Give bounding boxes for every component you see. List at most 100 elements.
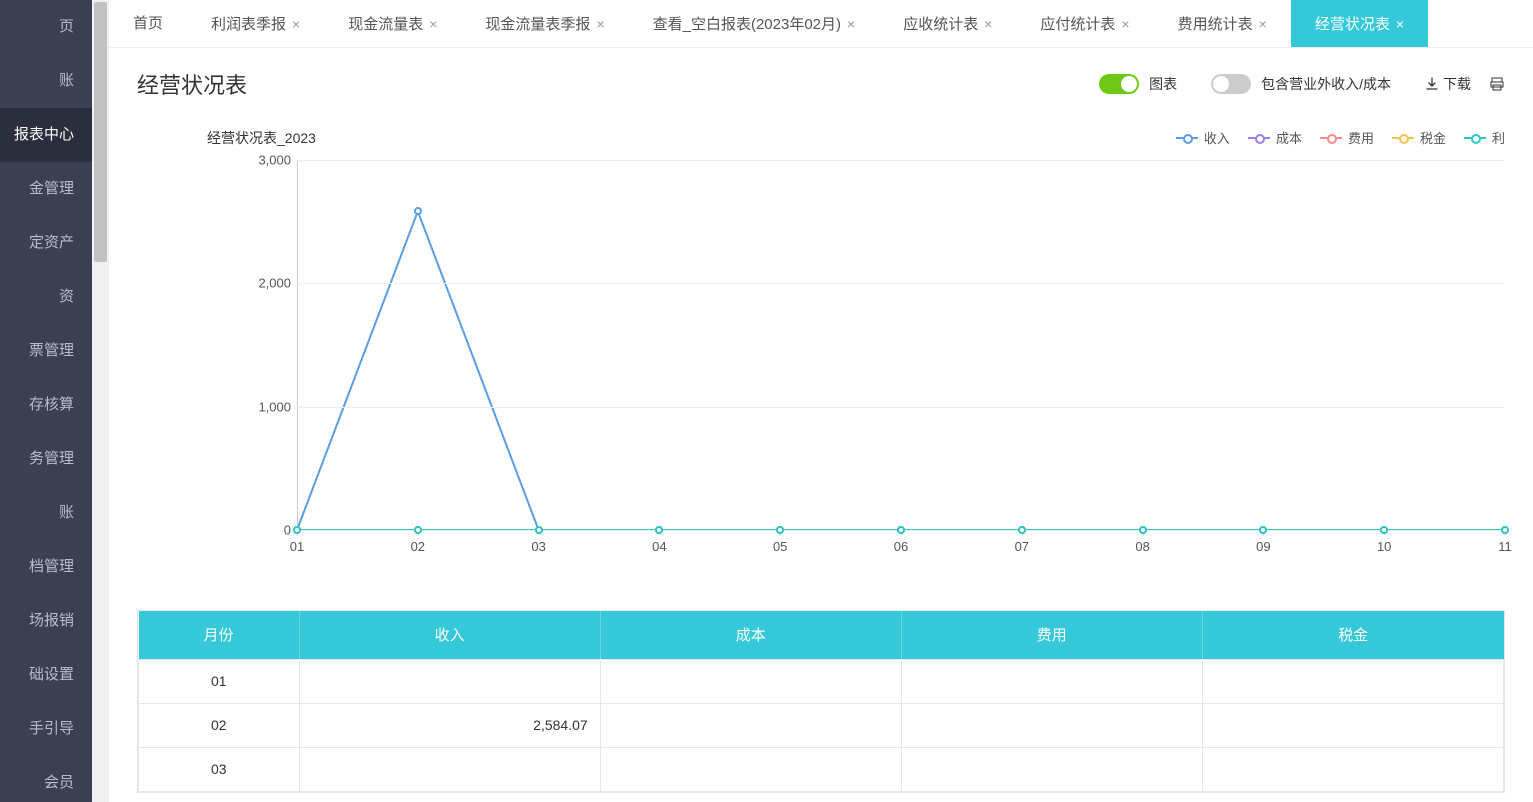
legend-marker [1392, 133, 1414, 143]
table-body: 01022,584.0703 [139, 659, 1504, 791]
toggle-chart[interactable] [1099, 74, 1139, 94]
table-row: 01 [139, 659, 1504, 703]
toggle-include-nonop[interactable] [1211, 74, 1251, 94]
tab-0[interactable]: 首页 [109, 0, 187, 47]
sidebar-item-tax[interactable]: 务管理 [0, 432, 92, 486]
table-row: 022,584.07 [139, 703, 1504, 747]
series-point[interactable] [1259, 526, 1267, 534]
sidebar-item-cash[interactable]: 金管理 [0, 162, 92, 216]
cell-expense [901, 747, 1202, 791]
chart: 经营状况表_2023 收入 成本 费用税金 利 01,0002,0003,000010… [137, 120, 1505, 590]
x-tick-label: 08 [1135, 539, 1149, 554]
x-tick-label: 05 [773, 539, 787, 554]
series-point[interactable] [535, 526, 543, 534]
tab-2[interactable]: 现金流量表 × [324, 0, 461, 47]
sidebar-item-vip[interactable]: 会员 [0, 756, 92, 802]
x-tick-label: 06 [894, 539, 908, 554]
series-line-收入 [297, 211, 1505, 530]
cell-month: 01 [139, 659, 300, 703]
legend-label: 成本 [1276, 128, 1302, 147]
legend-item-利[interactable]: 利 [1464, 128, 1505, 147]
print-icon[interactable] [1489, 76, 1505, 92]
sidebar-item-assets[interactable]: 定资产 [0, 216, 92, 270]
chart-lines [297, 160, 1505, 530]
legend-label: 费用 [1348, 128, 1374, 147]
series-point[interactable] [1139, 526, 1147, 534]
col-0: 月份 [139, 611, 300, 659]
y-tick-label: 1,000 [243, 399, 291, 414]
series-point[interactable] [655, 526, 663, 534]
y-tick-label: 2,000 [243, 276, 291, 291]
sidebar-item-invoice[interactable]: 票管理 [0, 324, 92, 378]
tab-1[interactable]: 利润表季报× [187, 0, 324, 47]
grid-line [297, 407, 1505, 408]
close-icon[interactable]: × [984, 16, 992, 32]
x-tick-label: 10 [1377, 539, 1391, 554]
legend-marker [1176, 133, 1198, 143]
tab-label: 查看_空白报表(2023年02月) [653, 16, 841, 33]
close-icon[interactable]: × [1259, 16, 1267, 32]
scroll-thumb[interactable] [94, 2, 107, 262]
download-icon [1425, 77, 1439, 91]
series-point[interactable] [897, 526, 905, 534]
download-button[interactable]: 下载 [1425, 74, 1471, 94]
series-point[interactable] [1018, 526, 1026, 534]
tab-label: 现金流量表季报 [485, 16, 590, 33]
series-point[interactable] [1380, 526, 1388, 534]
tab-5[interactable]: 应收统计表× [879, 0, 1016, 47]
cell-month: 02 [139, 703, 300, 747]
cell-tax [1202, 703, 1503, 747]
tab-label: 首页 [133, 15, 163, 32]
x-tick-label: 11 [1498, 539, 1512, 554]
series-point[interactable] [414, 207, 422, 215]
close-icon[interactable]: × [1121, 16, 1129, 32]
close-icon[interactable]: × [1396, 16, 1404, 32]
legend-item-成本[interactable]: 成本 [1248, 128, 1302, 147]
close-icon[interactable]: × [429, 16, 437, 32]
chart-axes: 01,0002,0003,0000102030405060708091011 [297, 160, 1505, 530]
sidebar-item-reports[interactable]: 报表中心 [0, 108, 92, 162]
tab-3[interactable]: 现金流量表季报 × [461, 0, 628, 47]
sidebar-item-guide[interactable]: 手引导 [0, 702, 92, 756]
x-tick-label: 07 [1015, 539, 1029, 554]
series-point[interactable] [293, 526, 301, 534]
legend-item-收入[interactable]: 收入 [1176, 128, 1230, 147]
tab-label: 现金流量表 [348, 16, 423, 33]
sidebar-item-salary[interactable]: 资 [0, 270, 92, 324]
chart-title: 经营状况表_2023 [207, 128, 316, 148]
sidebar-item-settings[interactable]: 础设置 [0, 648, 92, 702]
x-tick-label: 02 [411, 539, 425, 554]
series-point[interactable] [414, 526, 422, 534]
main-area: 首页 利润表季报× 现金流量表 × 现金流量表季报 × 查看_空白报表(2023年02月) ×… [109, 0, 1533, 802]
tab-6[interactable]: 应付统计表× [1016, 0, 1153, 47]
cell-income [299, 747, 600, 791]
col-2: 成本 [600, 611, 901, 659]
tab-4[interactable]: 查看_空白报表(2023年02月) × [629, 0, 880, 47]
legend-label: 利 [1492, 128, 1505, 147]
close-icon[interactable]: × [847, 16, 855, 32]
cell-income: 2,584.07 [299, 703, 600, 747]
tab-label: 经营状况表 [1315, 16, 1390, 33]
sidebar-item-inventory[interactable]: 存核算 [0, 378, 92, 432]
sidebar-item-archive[interactable]: 档管理 [0, 540, 92, 594]
toggle-include-nonop-label: 包含营业外收入/成本 [1261, 74, 1391, 94]
sidebar-item-expense[interactable]: 场报销 [0, 594, 92, 648]
legend-item-费用[interactable]: 费用 [1320, 128, 1374, 147]
sidebar-item-acct2[interactable]: 账 [0, 486, 92, 540]
page-header: 经营状况表 图表 包含营业外收入/成本 下载 [109, 48, 1533, 120]
sidebar-item-acct1[interactable]: 账 [0, 54, 92, 108]
sidebar-scrollbar[interactable] [92, 0, 109, 802]
series-point[interactable] [776, 526, 784, 534]
series-point[interactable] [1501, 526, 1509, 534]
cell-cost [600, 659, 901, 703]
tab-bar: 首页 利润表季报× 现金流量表 × 现金流量表季报 × 查看_空白报表(2023年02月) ×… [109, 0, 1533, 48]
cell-cost [600, 703, 901, 747]
cell-income [299, 659, 600, 703]
close-icon[interactable]: × [596, 16, 604, 32]
cell-expense [901, 703, 1202, 747]
close-icon[interactable]: × [292, 16, 300, 32]
tab-8[interactable]: 经营状况表 × [1291, 0, 1428, 47]
tab-7[interactable]: 费用统计表× [1154, 0, 1291, 47]
sidebar-item-home[interactable]: 页 [0, 0, 92, 54]
legend-item-税金[interactable]: 税金 [1392, 128, 1446, 147]
